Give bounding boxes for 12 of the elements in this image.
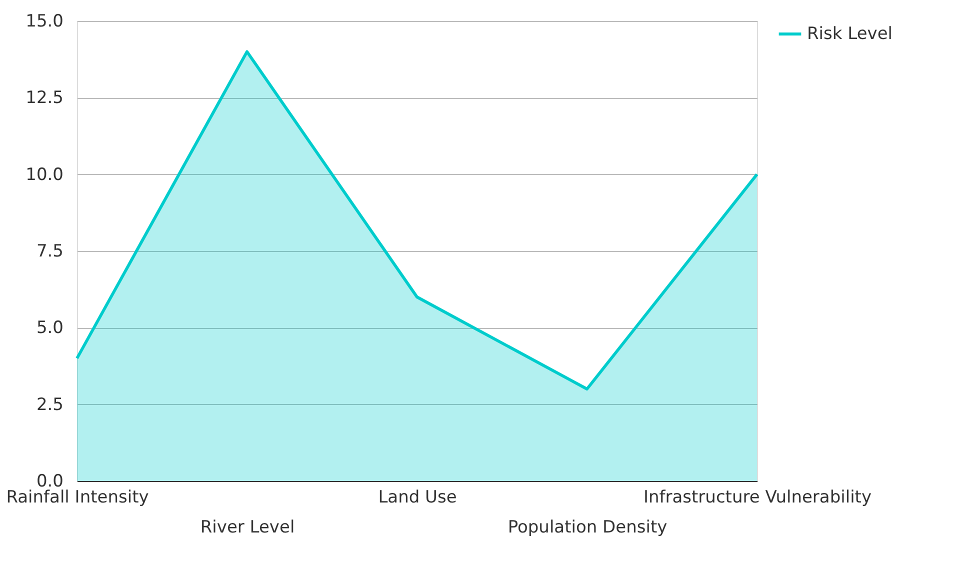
y-tick-label: 12.5 [26,88,64,108]
x-tick-label: Population Density [508,518,668,538]
y-tick-label: 2.5 [36,394,64,415]
x-tick-label: Infrastructure Vulnerability [643,488,872,508]
y-tick-label: 7.5 [36,242,64,262]
x-tick-label: River Level [200,518,295,538]
y-tick-label: 10.0 [26,164,64,185]
legend-label: Risk Level [807,24,893,44]
x-tick-label: Rainfall Intensity [6,488,149,508]
y-tick-label: 5.0 [36,318,64,338]
x-tick-label: Land Use [378,488,457,508]
y-tick-label: 15.0 [26,12,64,32]
